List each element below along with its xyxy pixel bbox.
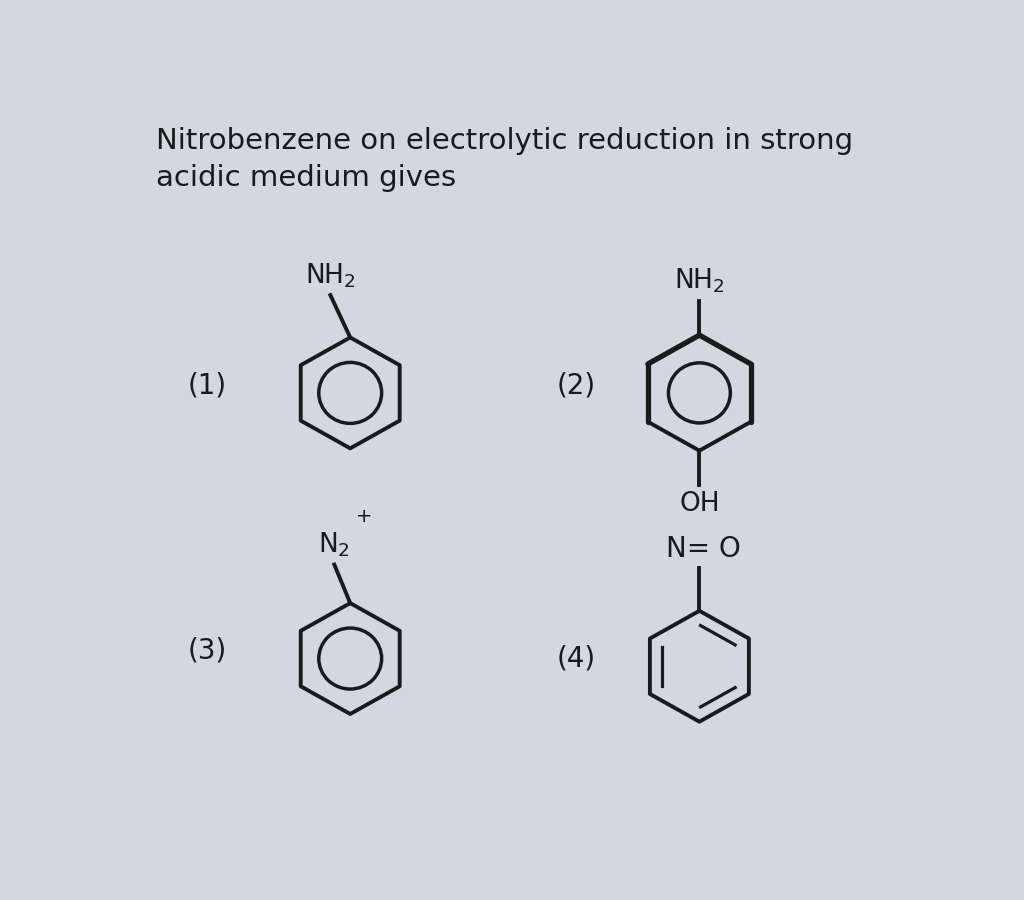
- Text: Nitrobenzene on electrolytic reduction in strong: Nitrobenzene on electrolytic reduction i…: [156, 127, 853, 155]
- Text: NH$_2$: NH$_2$: [674, 266, 725, 295]
- Text: N$_2$: N$_2$: [318, 531, 350, 559]
- Text: (1): (1): [187, 371, 227, 400]
- Text: acidic medium gives: acidic medium gives: [156, 164, 456, 193]
- Text: OH: OH: [679, 491, 720, 517]
- Text: N= O: N= O: [666, 536, 740, 563]
- Text: (2): (2): [557, 371, 596, 400]
- Text: NH$_2$: NH$_2$: [305, 261, 355, 290]
- Text: +: +: [356, 507, 373, 526]
- Text: (4): (4): [557, 644, 596, 672]
- Text: (3): (3): [187, 637, 227, 665]
